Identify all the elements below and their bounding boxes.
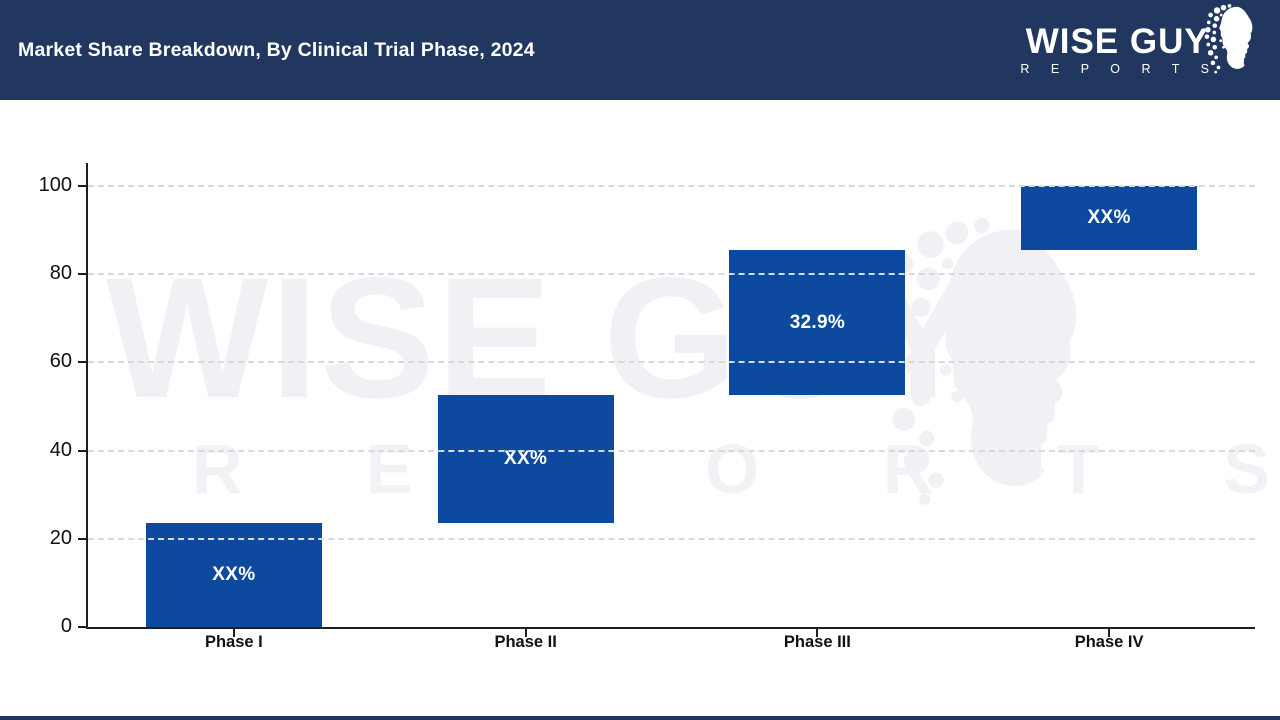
y-tick-label: 40 [49, 438, 72, 461]
footer-bar [0, 716, 1280, 720]
bar-value-label: XX% [212, 563, 256, 585]
wise-guy-reports-logo: WISE GUY R E P O R T S [1016, 4, 1270, 96]
gridline [88, 361, 1255, 364]
y-tick-label: 100 [38, 174, 72, 196]
y-tick-mark [78, 185, 86, 187]
bar-phase-iv: XX% [1021, 186, 1198, 251]
gridline [88, 273, 1255, 276]
logo-subtitle: R E P O R T S [1020, 62, 1218, 76]
x-tick-mark [816, 629, 819, 637]
gridline [88, 537, 1255, 540]
y-tick-mark [78, 361, 86, 364]
y-tick-mark [78, 626, 86, 628]
bar-phase-ii: XX% [437, 395, 614, 523]
bar-phase-i: XX% [145, 522, 322, 627]
gridline [88, 449, 1255, 452]
watermark-subtitle: R E P O R T S [192, 430, 1280, 508]
x-axis-label: Phase III [783, 633, 851, 651]
x-axis-label: Phase I [204, 633, 263, 651]
logo-wordmark: WISE GUY [1025, 22, 1209, 61]
bar-value-label: XX% [504, 448, 548, 470]
y-tick-label: 80 [49, 262, 72, 285]
y-tick-label: 60 [49, 350, 72, 373]
y-tick-mark [78, 273, 86, 276]
x-tick-mark [1108, 629, 1111, 637]
logo-text: WISE GUY R E P O R T S [1016, 24, 1218, 76]
x-tick-mark [232, 629, 235, 637]
chart-canvas: WISE GUY R E P O R T S 0 20 40 60 80 100 XX% Ph… [0, 100, 1280, 716]
y-tick-mark [78, 537, 86, 540]
x-axis-label: Phase II [494, 633, 557, 651]
plot-area: 0 20 40 60 80 100 XX% Phase I XX% Phase II 32.9% Ph… [39, 163, 1255, 651]
y-tick-label: 0 [60, 615, 72, 637]
y-tick-mark [78, 449, 86, 452]
dotted-head-icon [1204, 4, 1253, 74]
bar-phase-iii: 32.9% [729, 250, 906, 396]
x-axis [86, 627, 1255, 629]
header-bar: Market Share Breakdown, By Clinical Tria… [0, 0, 1280, 100]
page-title: Market Share Breakdown, By Clinical Tria… [18, 38, 535, 61]
bar-value-label: 32.9% [789, 311, 846, 333]
y-axis [86, 163, 88, 629]
bar-value-label: XX% [1087, 207, 1131, 229]
x-tick-mark [524, 629, 527, 637]
gridline [88, 185, 1255, 187]
x-axis-label: Phase IV [1074, 633, 1144, 651]
y-tick-label: 20 [49, 526, 72, 549]
